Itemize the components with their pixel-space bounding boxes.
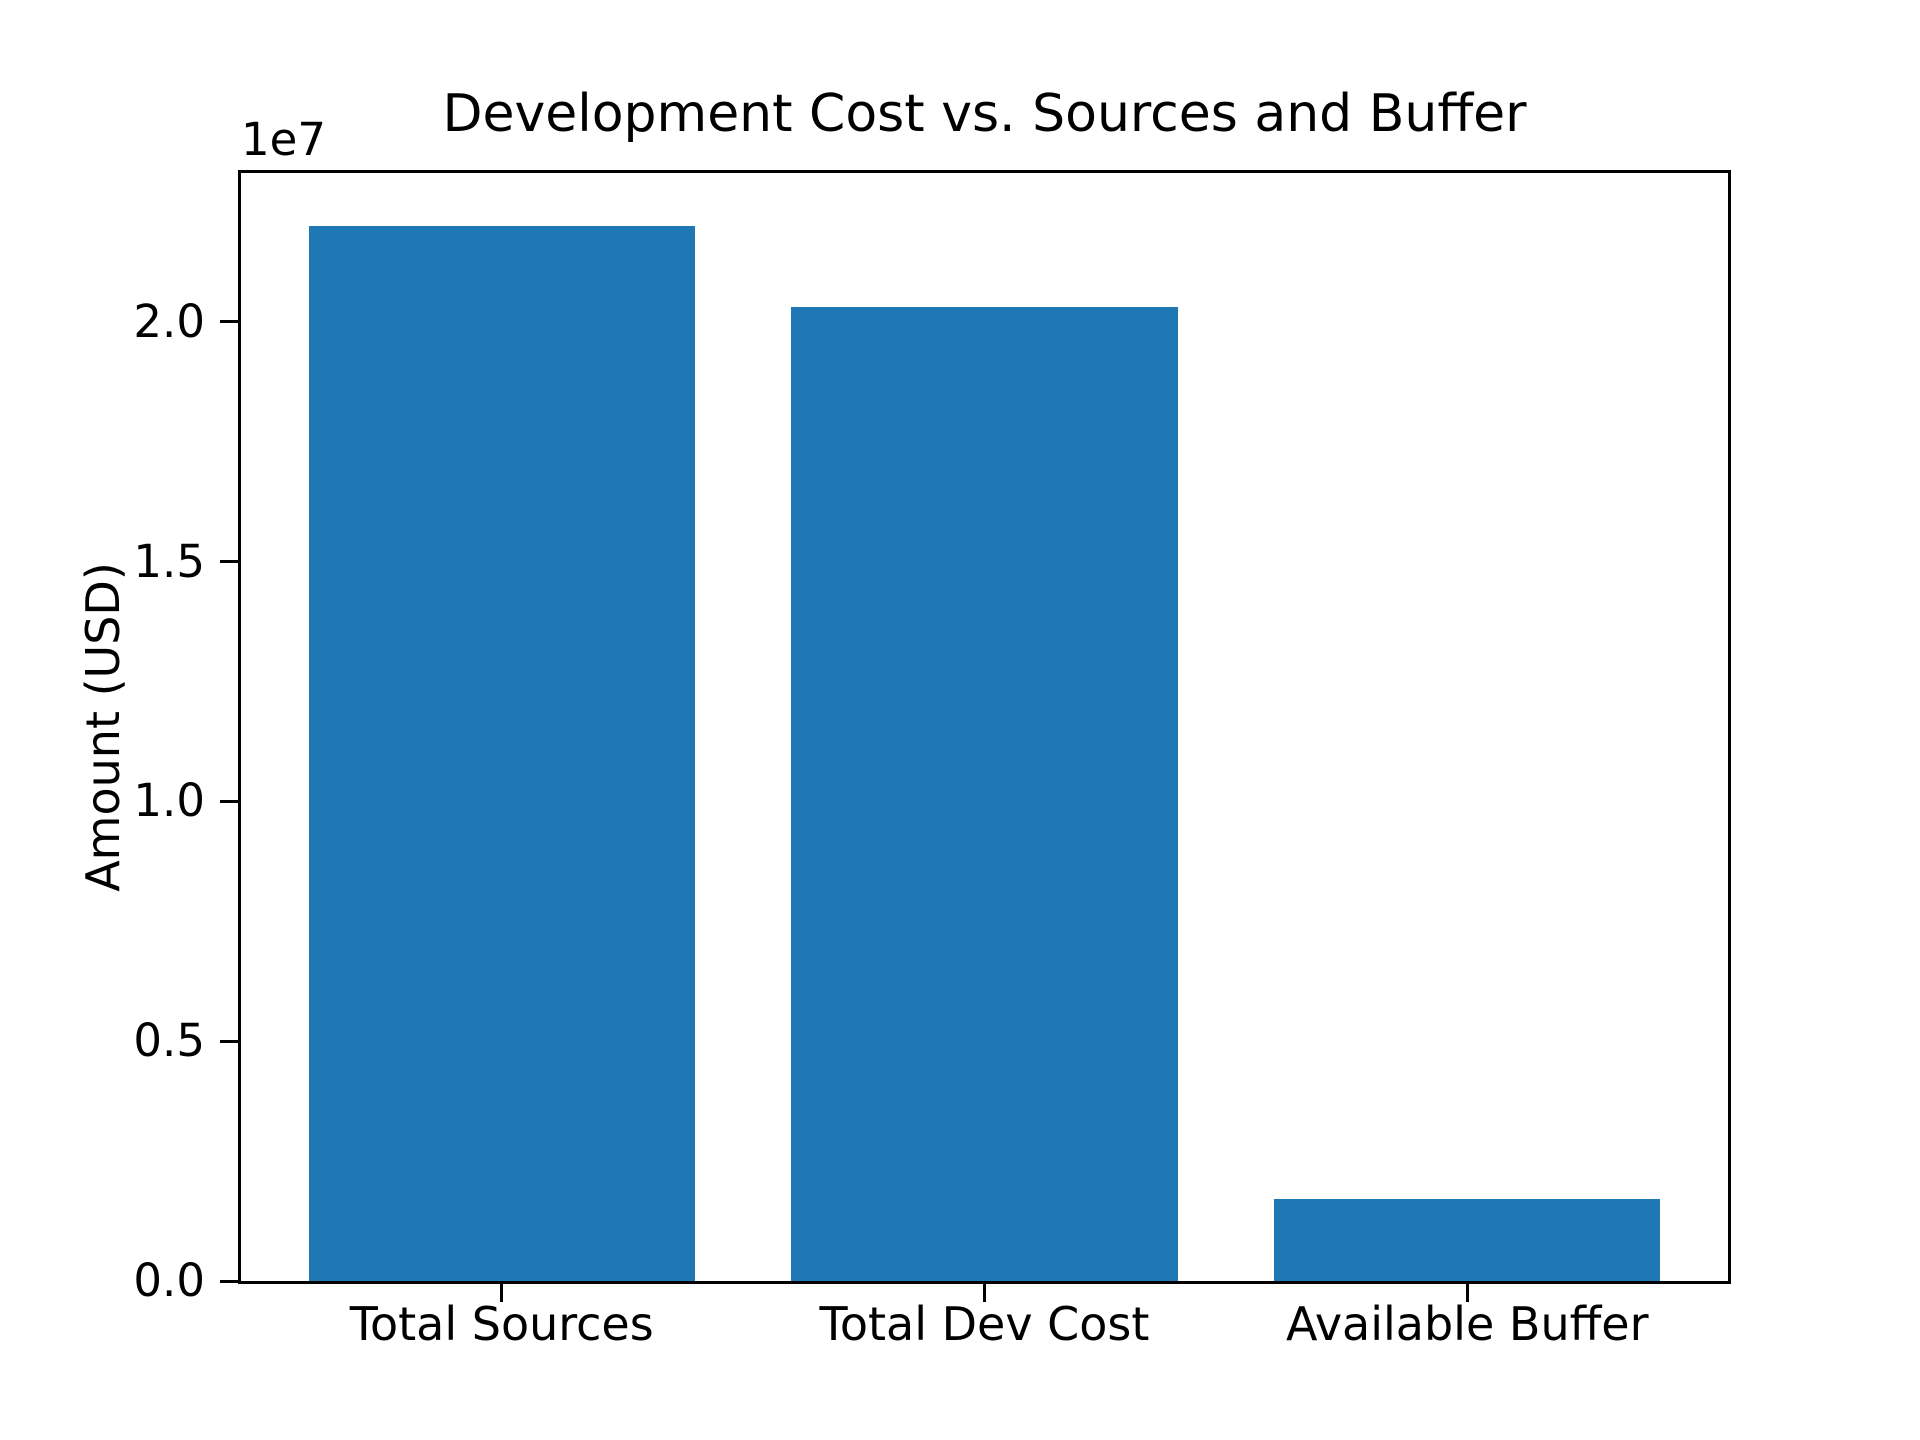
y-tick-mark [220,1039,238,1043]
y-tick-mark [220,320,238,324]
bar-total-dev-cost [791,307,1178,1281]
y-tick-label: 2.0 [133,294,205,348]
x-tick-label: Available Buffer [1286,1297,1649,1351]
y-tick-label: 1.0 [133,774,205,828]
chart-title: Development Cost vs. Sources and Buffer [442,84,1527,144]
y-tick-mark [220,799,238,803]
x-tick-mark [983,1284,986,1302]
plot-area [238,170,1731,1284]
y-tick-label: 1.5 [133,534,205,588]
bar-total-sources [308,225,695,1281]
x-tick-mark [500,1284,504,1302]
x-tick-label: Total Dev Cost [819,1297,1150,1351]
y-axis-offset-text: 1e7 [241,113,326,166]
y-tick-mark [220,560,238,564]
bar-available-buffer [1274,1199,1661,1281]
y-tick-label: 0.5 [133,1014,205,1068]
x-tick-mark [1465,1284,1469,1302]
y-tick-mark [220,1279,238,1283]
x-tick-label: Total Sources [349,1297,654,1351]
y-axis-label: Amount (USD) [76,562,130,892]
y-tick-label: 0.0 [133,1254,205,1307]
